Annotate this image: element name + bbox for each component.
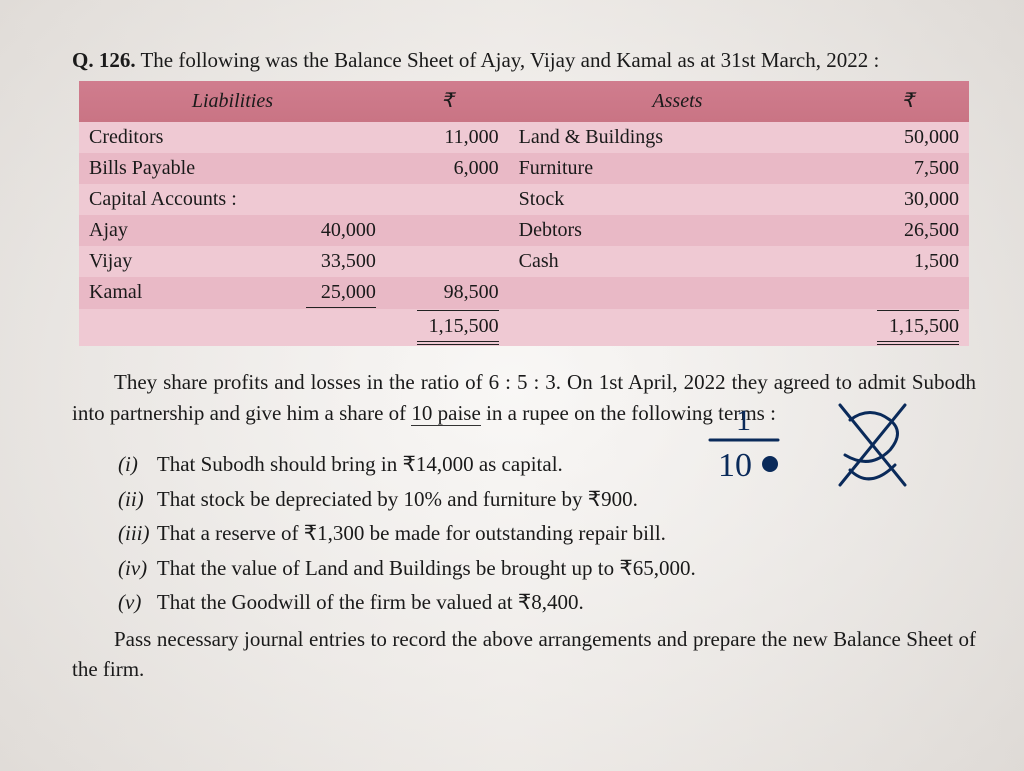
table-row: Kamal 25,000 98,500 xyxy=(79,277,969,309)
term-text: That the value of Land and Buildings be … xyxy=(157,556,696,580)
capital-sum: 98,500 xyxy=(386,277,509,309)
list-item: (ii) That stock be depreciated by 10% an… xyxy=(118,484,976,514)
capital-label: Capital Accounts : xyxy=(79,184,386,215)
furniture-value: 7,500 xyxy=(846,153,969,184)
cash-label: Cash xyxy=(509,246,847,277)
term-text: That a reserve of ₹1,300 be made for out… xyxy=(157,521,666,545)
term-rn: (ii) xyxy=(118,484,152,514)
term-rn: (i) xyxy=(118,449,152,479)
list-item: (i) That Subodh should bring in ₹14,000 … xyxy=(118,449,976,479)
balance-sheet-table: Liabilities ₹ Assets ₹ Creditors 11,000 … xyxy=(79,81,969,346)
question-text: The following was the Balance Sheet of A… xyxy=(140,48,879,72)
assets-total: 1,15,500 xyxy=(877,310,959,345)
debtors-value: 26,500 xyxy=(846,215,969,246)
question-intro: Q. 126. The following was the Balance Sh… xyxy=(72,45,976,75)
term-text: That Subodh should bring in ₹14,000 as c… xyxy=(157,452,563,476)
terms-list: (i) That Subodh should bring in ₹14,000 … xyxy=(72,449,976,617)
term-text: That stock be depreciated by 10% and fur… xyxy=(157,487,638,511)
header-liabilities: Liabilities xyxy=(79,81,386,122)
cash-value: 1,500 xyxy=(846,246,969,277)
bills-label: Bills Payable xyxy=(79,153,386,184)
kamal-value: 25,000 xyxy=(306,278,376,308)
body-underlined: 10 paise xyxy=(411,401,480,426)
stock-value: 30,000 xyxy=(846,184,969,215)
table-row: Creditors 11,000 Land & Buildings 50,000 xyxy=(79,122,969,153)
term-rn: (iv) xyxy=(118,553,152,583)
kamal-label: Kamal xyxy=(79,277,284,309)
table-row: Ajay 40,000 Debtors 26,500 xyxy=(79,215,969,246)
list-item: (v) That the Goodwill of the firm be val… xyxy=(118,587,976,617)
ajay-label: Ajay xyxy=(79,215,284,246)
vijay-value: 33,500 xyxy=(284,246,386,277)
body-p1b: in a rupee on the following terms : xyxy=(481,401,776,425)
creditors-label: Creditors xyxy=(79,122,386,153)
stock-label: Stock xyxy=(509,184,847,215)
ajay-value: 40,000 xyxy=(284,215,386,246)
creditors-value: 11,000 xyxy=(386,122,509,153)
header-assets: Assets xyxy=(509,81,847,122)
term-rn: (iii) xyxy=(118,518,152,548)
header-liab-currency: ₹ xyxy=(386,81,509,122)
vijay-label: Vijay xyxy=(79,246,284,277)
table-row: Vijay 33,500 Cash 1,500 xyxy=(79,246,969,277)
liabilities-total: 1,15,500 xyxy=(417,310,499,345)
header-assets-currency: ₹ xyxy=(846,81,969,122)
land-buildings-value: 50,000 xyxy=(846,122,969,153)
debtors-label: Debtors xyxy=(509,215,847,246)
furniture-label: Furniture xyxy=(509,153,847,184)
table-row: Capital Accounts : Stock 30,000 xyxy=(79,184,969,215)
land-buildings-label: Land & Buildings xyxy=(509,122,847,153)
table-header-row: Liabilities ₹ Assets ₹ xyxy=(79,81,969,122)
table-row: Bills Payable 6,000 Furniture 7,500 xyxy=(79,153,969,184)
body-paragraph: They share profits and losses in the rat… xyxy=(72,367,976,428)
table-total-row: 1,15,500 1,15,500 xyxy=(79,309,969,346)
bills-value: 6,000 xyxy=(386,153,509,184)
closing-paragraph: Pass necessary journal entries to record… xyxy=(72,624,976,685)
question-number: Q. 126. xyxy=(72,48,136,72)
term-text: That the Goodwill of the firm be valued … xyxy=(157,590,584,614)
list-item: (iii) That a reserve of ₹1,300 be made f… xyxy=(118,518,976,548)
term-rn: (v) xyxy=(118,587,152,617)
list-item: (iv) That the value of Land and Building… xyxy=(118,553,976,583)
